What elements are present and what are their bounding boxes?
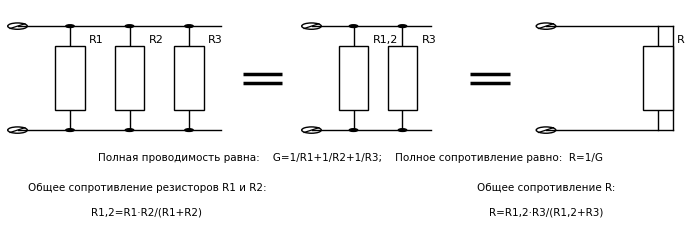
Text: R1,2=R1·R2/(R1+R2): R1,2=R1·R2/(R1+R2) [92, 207, 202, 216]
Text: R2: R2 [148, 35, 163, 45]
Bar [174, 47, 204, 110]
Circle shape [349, 26, 358, 28]
Text: Полная проводимость равна:    G=1/R1+1/R2+1/R3;    Полное сопротивление равно:  : Полная проводимость равна: G=1/R1+1/R2+1… [97, 153, 603, 162]
Circle shape [66, 26, 74, 28]
Circle shape [66, 129, 74, 132]
Bar [115, 47, 144, 110]
Text: Общее сопротивление R:: Общее сопротивление R: [477, 182, 615, 192]
Text: R1: R1 [89, 35, 104, 45]
Text: R3: R3 [421, 35, 436, 45]
Bar [55, 47, 85, 110]
Circle shape [125, 26, 134, 28]
Circle shape [185, 129, 193, 132]
Circle shape [125, 129, 134, 132]
Text: Общее сопротивление резисторов R1 и R2:: Общее сопротивление резисторов R1 и R2: [28, 182, 266, 192]
Circle shape [349, 129, 358, 132]
Bar [643, 47, 673, 110]
Text: R1,2: R1,2 [372, 35, 398, 45]
Circle shape [185, 26, 193, 28]
Bar [339, 47, 368, 110]
Circle shape [398, 26, 407, 28]
Text: R3: R3 [208, 35, 223, 45]
Bar [388, 47, 417, 110]
Circle shape [398, 129, 407, 132]
Text: R: R [677, 35, 685, 45]
Text: R=R1,2·R3/(R1,2+R3): R=R1,2·R3/(R1,2+R3) [489, 207, 603, 216]
